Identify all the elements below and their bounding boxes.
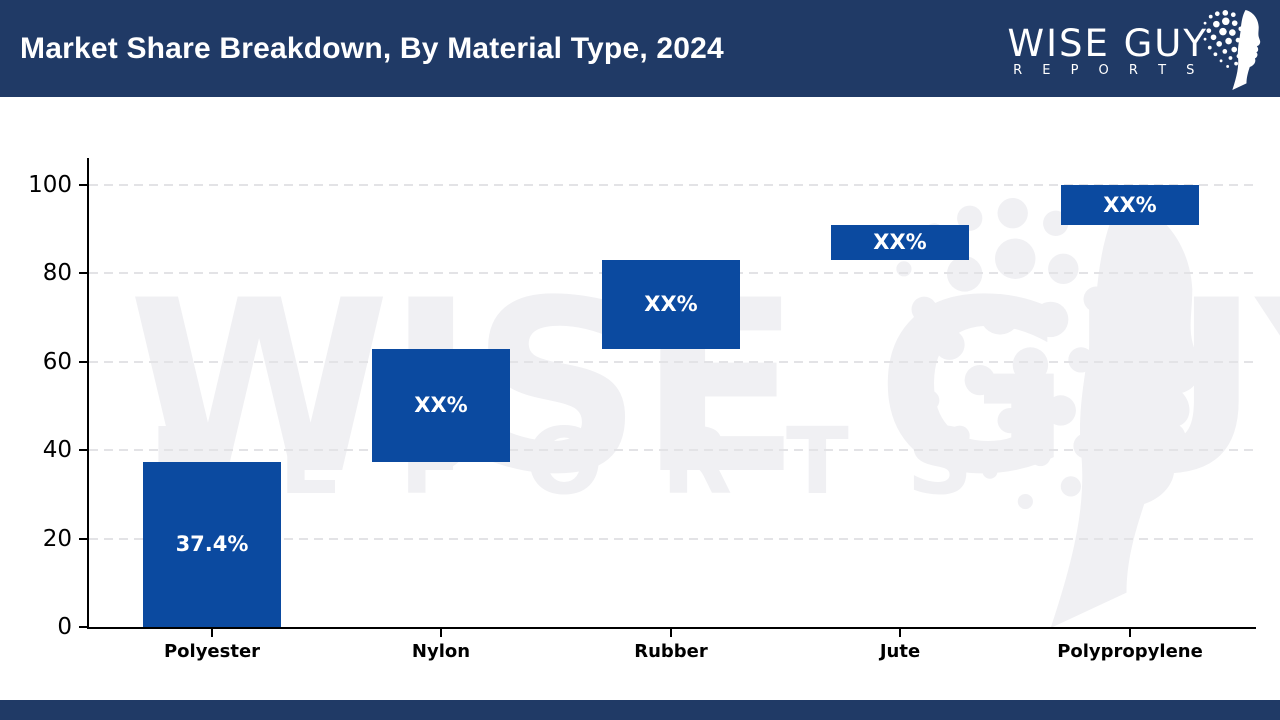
x-axis: Polyester Nylon Rubber Jute Polypropylene bbox=[89, 629, 1255, 674]
footer-band bbox=[0, 700, 1280, 720]
y-tick-label-80: 80 bbox=[42, 260, 72, 287]
bar-jute: XX% bbox=[831, 224, 969, 261]
x-tick-mark-nylon bbox=[440, 629, 442, 637]
bar-polyester: 37.4% bbox=[143, 461, 281, 627]
bar-value-label: XX% bbox=[873, 230, 927, 255]
y-tick-label-100: 100 bbox=[28, 172, 72, 198]
header-band: Market Share Breakdown, By Material Type… bbox=[0, 0, 1280, 97]
y-tick-mark-60 bbox=[79, 360, 87, 363]
brand-name: WISE GUY bbox=[1007, 22, 1208, 65]
y-axis-spine bbox=[87, 158, 89, 629]
brand-logo: WISE GUY R E P O R T S bbox=[1008, 10, 1266, 90]
bar-value-label: XX% bbox=[644, 292, 698, 317]
x-tick-label-rubber: Rubber bbox=[634, 641, 708, 662]
x-tick-label-jute: Jute bbox=[879, 641, 921, 662]
y-axis: 0 20 40 60 80 100 bbox=[0, 150, 88, 639]
plot-area: 37.4% XX% XX% XX% XX% bbox=[89, 150, 1255, 627]
y-tick-label-60: 60 bbox=[42, 348, 72, 375]
head-profile-icon bbox=[1203, 10, 1261, 90]
watermark-text-line2: REPORTS bbox=[150, 408, 1032, 515]
x-tick-mark-polyester bbox=[211, 629, 213, 637]
gridline-40 bbox=[89, 449, 1255, 452]
y-tick-mark-0 bbox=[79, 626, 87, 628]
page-title: Market Share Breakdown, By Material Type… bbox=[20, 31, 724, 65]
brand-text: WISE GUY R E P O R T S bbox=[1008, 22, 1208, 78]
x-tick-mark-rubber bbox=[670, 629, 672, 637]
bar-rubber: XX% bbox=[602, 260, 740, 349]
x-tick-label-polypropylene: Polypropylene bbox=[1057, 641, 1203, 662]
x-tick-mark-jute bbox=[899, 629, 901, 637]
bar-value-label: XX% bbox=[414, 393, 468, 418]
y-tick-mark-80 bbox=[79, 272, 87, 275]
gridline-60 bbox=[89, 360, 1255, 363]
y-tick-label-0: 0 bbox=[57, 614, 72, 640]
x-axis-spine bbox=[87, 627, 1256, 629]
gridline-100 bbox=[89, 184, 1255, 186]
y-tick-mark-20 bbox=[79, 537, 87, 540]
y-tick-label-20: 20 bbox=[42, 525, 72, 552]
y-tick-mark-40 bbox=[79, 449, 87, 452]
gridline-20 bbox=[89, 537, 1255, 540]
x-tick-label-nylon: Nylon bbox=[411, 641, 471, 662]
x-tick-mark-polypropylene bbox=[1129, 629, 1131, 637]
brand-subtitle: R E P O R T S bbox=[1013, 63, 1203, 78]
bar-polypropylene: XX% bbox=[1061, 185, 1199, 225]
bar-value-label: XX% bbox=[1103, 192, 1157, 217]
y-tick-mark-100 bbox=[79, 184, 87, 186]
bar-nylon: XX% bbox=[372, 348, 510, 462]
bar-value-label: 37.4% bbox=[175, 532, 249, 557]
x-tick-label-polyester: Polyester bbox=[163, 641, 261, 662]
y-tick-label-40: 40 bbox=[42, 437, 72, 464]
